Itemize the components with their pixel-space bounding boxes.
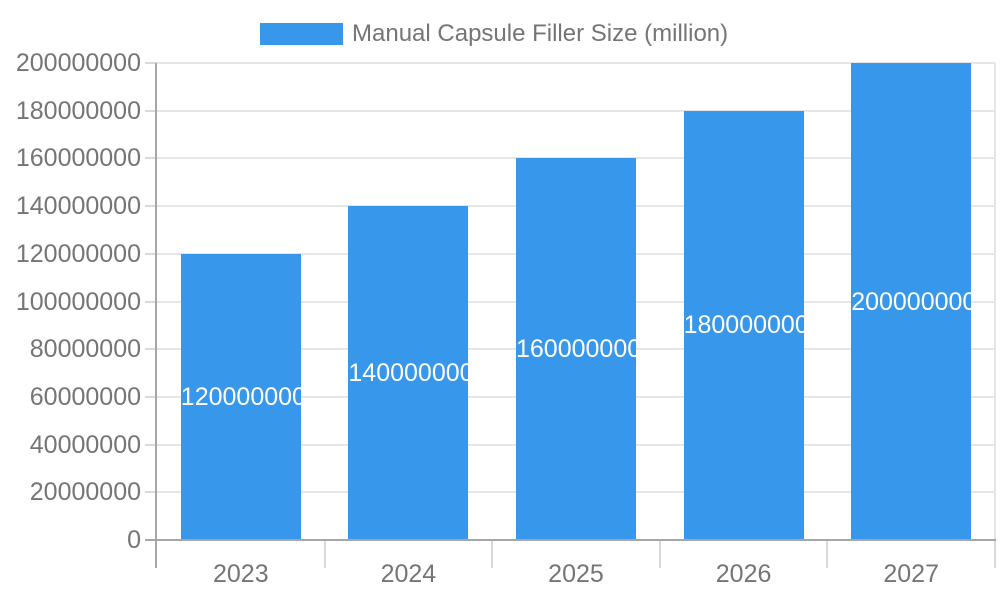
y-axis-label: 60000000 [29,382,141,411]
y-axis-tick [145,395,157,398]
category-tick [658,540,661,568]
bar-value-label: 160000000 [516,335,636,364]
y-axis-tick [145,109,157,112]
plot-right-border [994,63,996,540]
bar: 120000000 [180,253,301,540]
bar-value-label: 180000000 [683,311,804,340]
y-axis-tick [145,491,157,494]
bar-value-label: 140000000 [348,359,469,388]
y-axis-tick [145,252,157,255]
y-axis-tick [145,348,157,351]
y-axis-label: 160000000 [15,144,141,173]
y-axis-line [155,63,157,568]
x-axis-label: 2027 [883,560,939,588]
y-axis-label: 0 [127,526,141,554]
gridline [157,109,995,112]
gridline [157,62,995,64]
x-axis-label: 2024 [380,560,437,588]
category-tick [826,540,829,568]
legend-label: Manual Capsule Filler Size (million) [352,20,729,47]
y-axis-tick [145,157,157,160]
y-axis-label: 80000000 [29,335,141,364]
y-axis-label: 180000000 [15,96,141,125]
x-axis-label: 2026 [715,560,772,588]
x-axis-label: 2023 [212,560,269,588]
y-axis-tick [145,62,157,64]
y-axis-tick [145,443,157,446]
x-axis-label: 2025 [548,560,604,588]
category-tick [323,540,326,568]
y-axis-tick [145,300,157,303]
bar: 180000000 [683,110,804,540]
y-axis-label: 140000000 [15,192,141,221]
bar: 160000000 [516,158,636,540]
x-axis-line [145,539,996,541]
y-axis-label: 40000000 [29,430,141,459]
bar: 140000000 [348,206,469,540]
category-tick [491,540,494,568]
bar-value-label: 120000000 [180,382,301,411]
chart-legend: Manual Capsule Filler Size (million) [260,20,729,47]
y-axis-label: 200000000 [15,49,141,77]
y-axis-label: 120000000 [15,239,141,268]
category-tick [994,540,996,568]
y-axis-label: 20000000 [29,478,141,507]
y-axis-label: 100000000 [15,287,141,316]
legend-swatch-icon [260,23,343,45]
y-axis-tick [145,205,157,208]
bar: 200000000 [851,63,972,540]
bar-value-label: 200000000 [851,287,972,316]
